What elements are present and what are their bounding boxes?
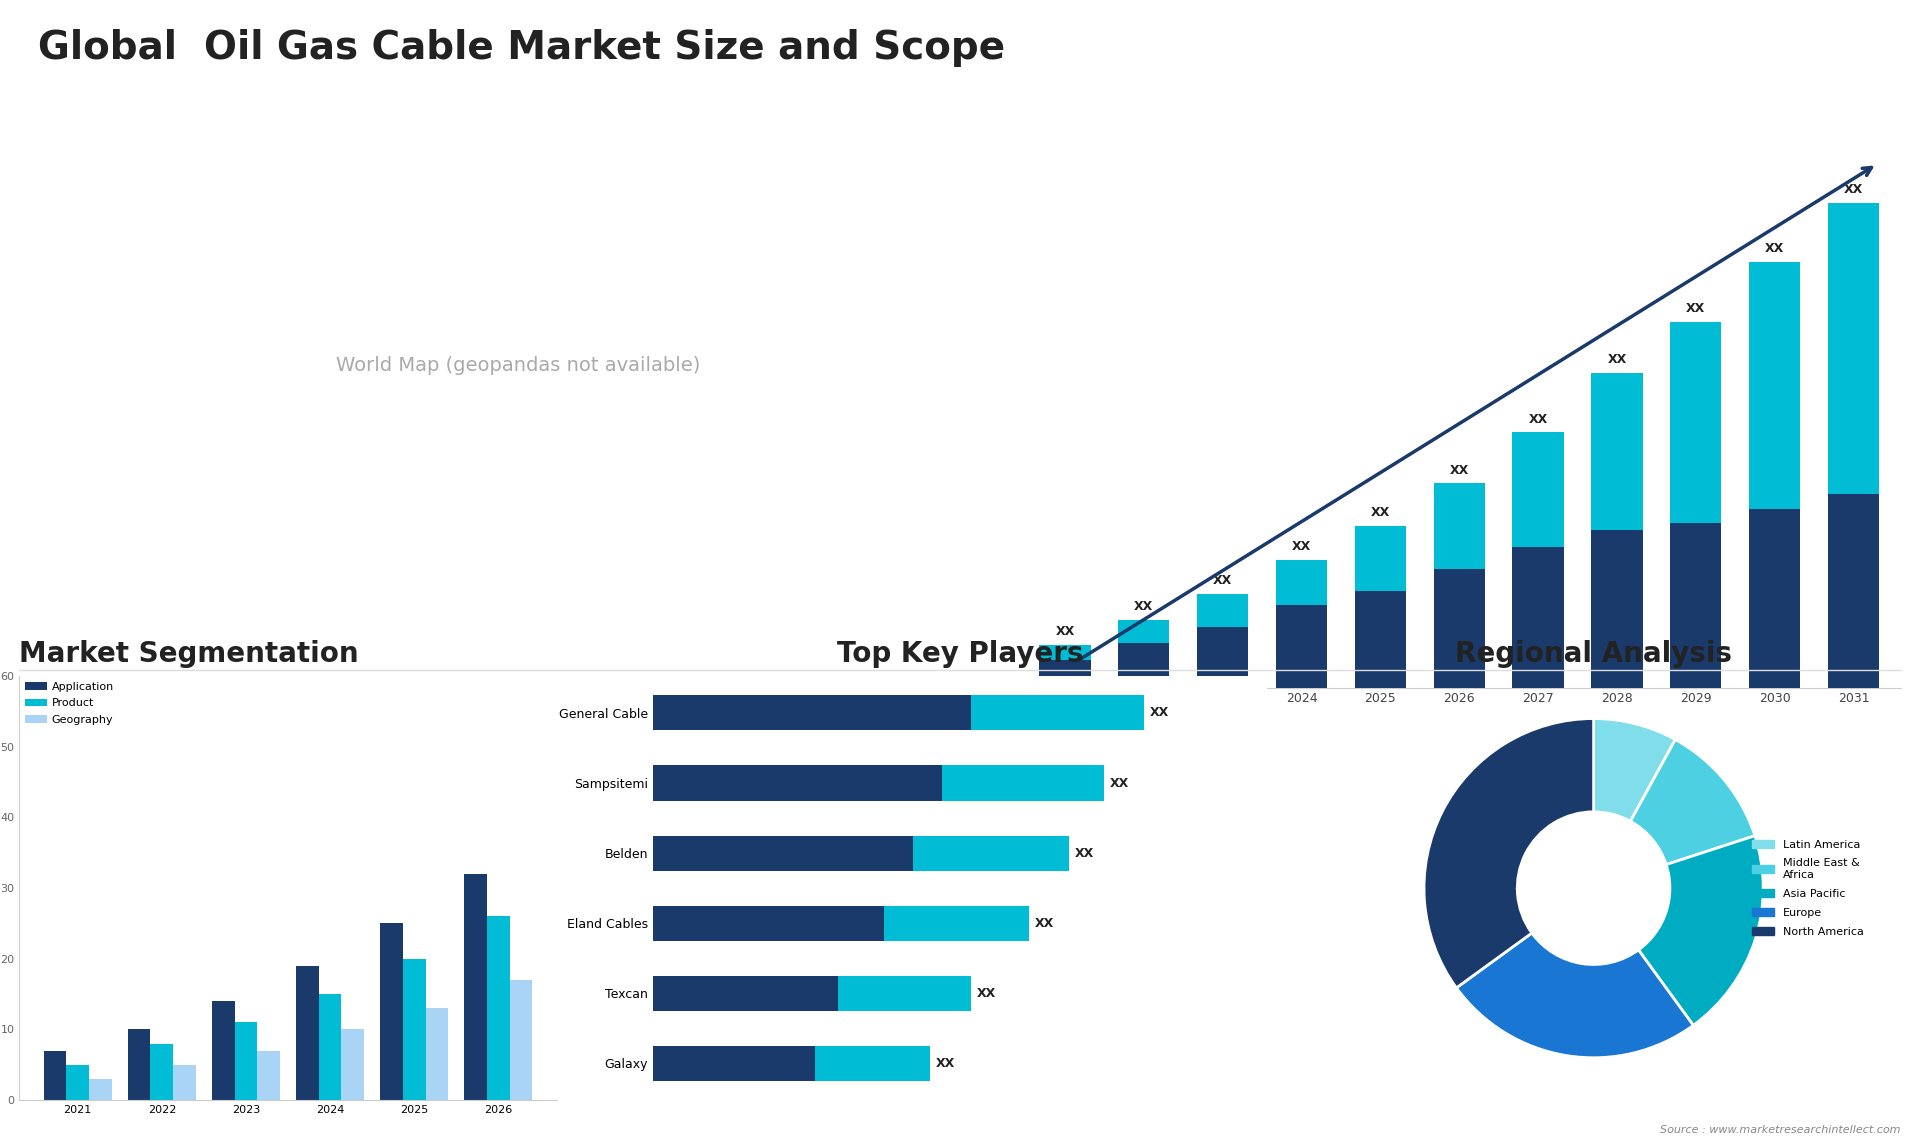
Bar	[234, 1022, 257, 1100]
Bar	[342, 1029, 365, 1100]
Text: World Map (geopandas not available): World Map (geopandas not available)	[336, 355, 701, 375]
Bar	[1039, 660, 1091, 688]
Text: XX: XX	[1450, 464, 1469, 477]
Text: XX: XX	[937, 1057, 956, 1070]
Bar	[257, 1051, 280, 1100]
Bar	[211, 1002, 234, 1100]
Text: Global  Oil Gas Cable Market Size and Scope: Global Oil Gas Cable Market Size and Sco…	[38, 29, 1006, 66]
Text: XX: XX	[1764, 243, 1784, 256]
Bar	[403, 959, 426, 1100]
Text: XX: XX	[1292, 540, 1311, 554]
Text: XX: XX	[1213, 574, 1233, 587]
Text: XX: XX	[1075, 847, 1094, 860]
Bar	[319, 994, 342, 1100]
Bar	[1117, 643, 1169, 688]
Bar	[1513, 548, 1563, 688]
Bar	[1749, 509, 1801, 688]
Text: XX: XX	[1150, 706, 1169, 720]
Text: XX: XX	[1686, 303, 1705, 315]
Text: XX: XX	[1110, 777, 1129, 790]
Bar	[972, 696, 1144, 730]
Text: Market Segmentation: Market Segmentation	[19, 641, 359, 668]
Legend: Latin America, Middle East &
Africa, Asia Pacific, Europe, North America: Latin America, Middle East & Africa, Asi…	[1747, 835, 1868, 941]
Bar	[1434, 484, 1484, 570]
Bar	[1749, 262, 1801, 509]
Bar	[380, 924, 403, 1100]
Bar	[1356, 526, 1405, 590]
Bar	[943, 766, 1104, 801]
Bar	[1513, 432, 1563, 548]
Text: XX: XX	[1843, 183, 1862, 196]
Text: XX: XX	[1528, 413, 1548, 425]
Bar	[129, 1029, 150, 1100]
Bar	[509, 980, 532, 1100]
Wedge shape	[1457, 933, 1693, 1058]
Wedge shape	[1638, 835, 1763, 1026]
Bar	[653, 835, 914, 871]
Text: XX: XX	[1607, 353, 1626, 366]
Bar	[653, 1046, 814, 1081]
Bar	[1277, 605, 1327, 688]
Text: XX: XX	[1371, 507, 1390, 519]
Bar	[1592, 531, 1642, 688]
Bar	[1039, 645, 1091, 660]
Wedge shape	[1425, 719, 1594, 988]
Title: Top Key Players: Top Key Players	[837, 641, 1083, 668]
Bar	[1828, 494, 1880, 688]
Bar	[465, 874, 488, 1100]
Bar	[1828, 203, 1880, 494]
Bar	[88, 1080, 111, 1100]
Bar	[488, 917, 509, 1100]
Text: XX: XX	[977, 987, 996, 999]
Bar	[150, 1044, 173, 1100]
Text: Source : www.marketresearchintellect.com: Source : www.marketresearchintellect.com	[1661, 1124, 1901, 1135]
Bar	[44, 1051, 67, 1100]
Bar	[837, 975, 972, 1011]
Bar	[1670, 322, 1722, 523]
Text: XX: XX	[1135, 599, 1154, 613]
Bar	[173, 1065, 196, 1100]
Bar	[67, 1065, 88, 1100]
Text: XX: XX	[1056, 626, 1075, 638]
Bar	[1196, 594, 1248, 627]
Bar	[1670, 523, 1722, 688]
Wedge shape	[1630, 739, 1755, 864]
Bar	[1356, 590, 1405, 688]
Bar	[883, 905, 1029, 941]
Bar	[653, 766, 943, 801]
Bar	[653, 905, 883, 941]
Bar	[914, 835, 1069, 871]
Circle shape	[1523, 817, 1665, 959]
Bar	[1277, 560, 1327, 605]
Bar	[1434, 570, 1484, 688]
Bar	[1196, 627, 1248, 688]
Title: Regional Analysis: Regional Analysis	[1455, 641, 1732, 668]
Bar	[1117, 620, 1169, 643]
Bar	[426, 1008, 447, 1100]
Bar	[653, 696, 972, 730]
Legend: Application, Product, Geography: Application, Product, Geography	[25, 682, 113, 725]
Bar	[814, 1046, 931, 1081]
Bar	[653, 975, 837, 1011]
Text: XX: XX	[1035, 917, 1054, 929]
Bar	[296, 966, 319, 1100]
Bar	[1592, 372, 1642, 531]
Wedge shape	[1594, 719, 1676, 822]
